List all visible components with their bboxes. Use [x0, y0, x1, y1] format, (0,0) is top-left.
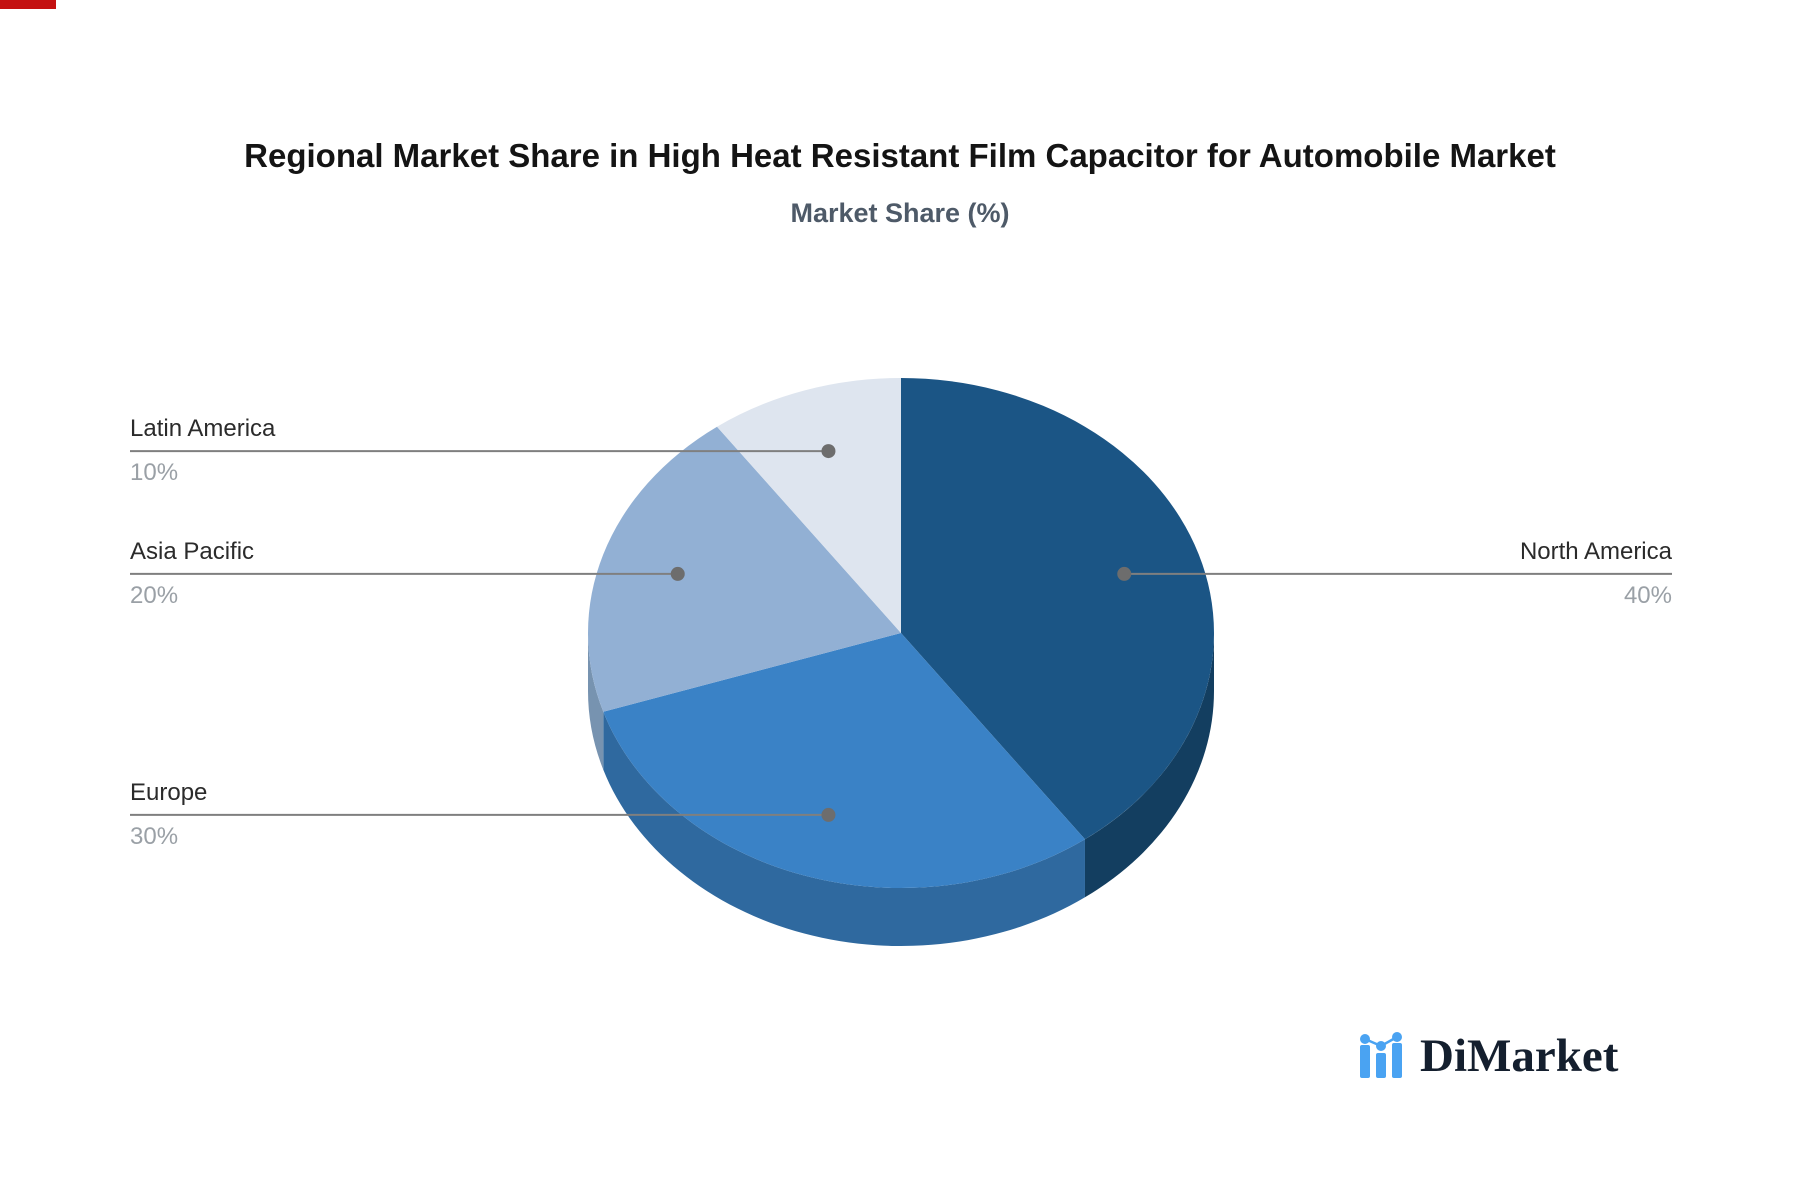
pie-slice-latin-america[interactable]: [717, 378, 901, 633]
leader-dot-asia-pacific: [670, 566, 685, 581]
chart-subtitle: Market Share (%): [790, 198, 1010, 228]
chart-title: Regional Market Share in High Heat Resis…: [244, 137, 1556, 174]
leader-dot-north-america: [1117, 566, 1132, 581]
bar-chart-logo-icon: [1360, 1032, 1402, 1078]
leader-dot-europe: [821, 807, 836, 822]
pie-slice-north-america[interactable]: [901, 378, 1214, 840]
pie-slice-europe[interactable]: [603, 633, 1085, 888]
leader-dot-latin-america: [821, 444, 836, 459]
top-left-red-artifact: [0, 0, 56, 9]
pie-slice-side-north-america: [1084, 633, 1214, 898]
brand-name: DiMarket: [1420, 1030, 1619, 1082]
pie-slice-side-europe: [603, 711, 1085, 947]
pie-slice-asia-pacific[interactable]: [588, 426, 901, 712]
brand-logo: DiMarket: [1358, 1026, 1618, 1086]
pie-slice-side-asia-pacific: [588, 633, 604, 770]
